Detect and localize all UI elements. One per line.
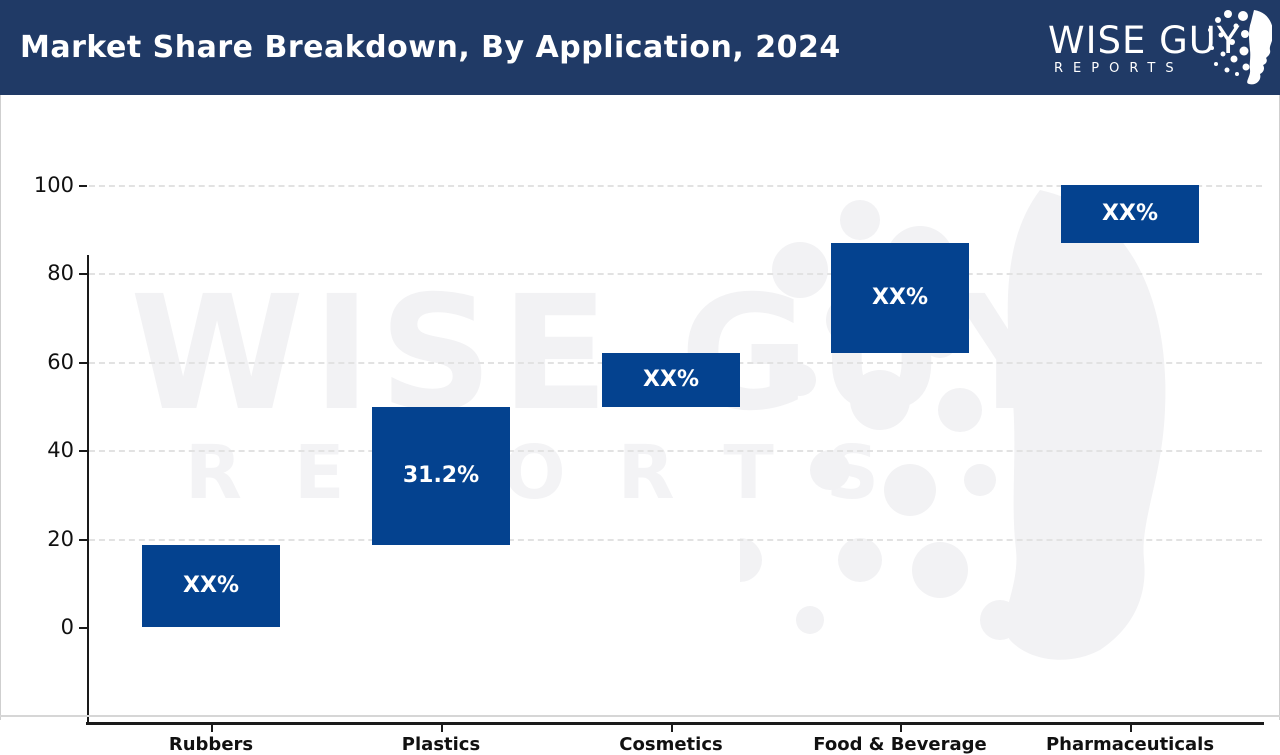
- bar-value-label: XX%: [1102, 201, 1158, 227]
- page-title: Market Share Breakdown, By Application, …: [20, 30, 841, 65]
- brand-logo: WISE GUY REPORTS: [1022, 4, 1272, 92]
- y-tick-mark-60: [79, 361, 87, 364]
- bar-plastics: 31.2%: [372, 406, 510, 545]
- gridline-40: [89, 450, 1262, 452]
- brand-logo-wordmark: WISE GUY: [1048, 19, 1241, 62]
- y-tick-mark-80: [79, 273, 87, 275]
- y-tick-label-40: 40: [47, 438, 74, 462]
- x-tick-mark-0: [211, 725, 213, 732]
- x-category-label-rubbers: Rubbers: [168, 734, 254, 755]
- y-tick-label-80: 80: [47, 261, 74, 285]
- x-category-label-pharmaceuticals: Pharmaceuticals: [1045, 734, 1215, 755]
- x-category-label-cosmetics: Cosmetics: [619, 734, 723, 755]
- y-tick-label-0: 0: [60, 615, 74, 639]
- y-tick-mark-20: [79, 538, 87, 541]
- y-tick-mark-100: [79, 184, 87, 187]
- x-tick-mark-2: [671, 725, 673, 732]
- x-category-label-food-beverage: Food & Beverage: [813, 734, 987, 755]
- watermark-text-reports: REPORTS: [185, 430, 932, 516]
- brand-logo-subtitle: REPORTS: [1054, 61, 1184, 76]
- waterfall-chart: 0 20 40 60 80 100 XX% 31.2% XX% XX% XX% Rubbers Pl…: [0, 95, 1280, 755]
- bar-food-beverage: XX%: [831, 242, 969, 354]
- y-tick-label-60: 60: [47, 349, 74, 374]
- y-axis-line: [87, 255, 89, 724]
- gridline-100: [89, 184, 1262, 187]
- bar-value-label: XX%: [872, 285, 928, 311]
- x-axis-line: [86, 722, 1264, 725]
- x-tick-mark-3: [900, 725, 902, 732]
- y-tick-mark-40: [79, 450, 87, 452]
- y-tick-mark-0: [79, 627, 87, 629]
- bottom-divider: [0, 715, 1280, 717]
- y-tick-label-100: 100: [33, 172, 74, 197]
- x-tick-mark-4: [1130, 725, 1132, 732]
- header-band: Market Share Breakdown, By Application, …: [0, 0, 1280, 95]
- bar-cosmetics: XX%: [602, 353, 740, 407]
- logo-face-icon: [1208, 10, 1272, 85]
- bar-rubbers: XX%: [142, 544, 280, 627]
- bar-pharmaceuticals: XX%: [1061, 184, 1199, 243]
- bar-value-label: 31.2%: [402, 463, 480, 489]
- bar-value-label: XX%: [643, 367, 699, 393]
- y-tick-label-20: 20: [47, 526, 74, 551]
- bar-value-label: XX%: [183, 573, 239, 599]
- x-tick-mark-1: [441, 725, 443, 732]
- gridline-80: [89, 273, 1262, 275]
- face-watermark: [740, 190, 1166, 660]
- gridline-20: [89, 538, 1262, 541]
- x-category-label-plastics: Plastics: [401, 734, 481, 755]
